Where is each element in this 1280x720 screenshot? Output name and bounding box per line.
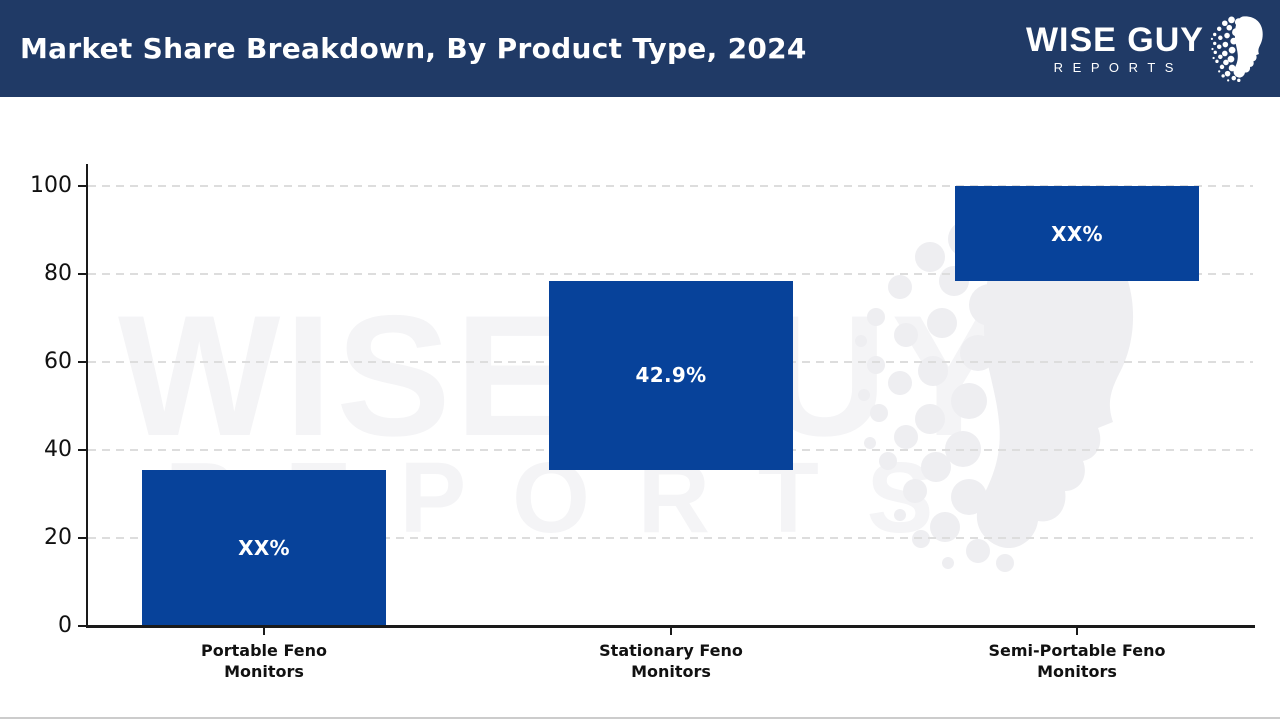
x-tick: [1076, 628, 1078, 635]
y-tick: [78, 625, 86, 627]
y-tick-label: 80: [44, 261, 72, 286]
x-tick: [263, 628, 265, 635]
y-tick-label: 40: [44, 437, 72, 462]
logo-wordmark: WISE GUY: [1025, 21, 1204, 59]
bar-value-label: 42.9%: [635, 363, 707, 388]
gridline-80: [88, 273, 1253, 275]
y-tick-label: 100: [30, 173, 72, 198]
x-axis-label-semi-portable-feno-monitors: Semi-Portable Feno Monitors: [907, 640, 1247, 682]
wiseguy-logo-face-icon: [1210, 15, 1263, 82]
wiseguy-logo-text: WISE GUY R E P O R T S: [1026, 23, 1204, 74]
chart-area: WISE GUY R E P O R T S XX% 42.9% XX% Por…: [0, 97, 1280, 718]
category-label-line: Semi-Portable Feno: [988, 641, 1166, 660]
category-label-line: Stationary Feno: [599, 641, 743, 660]
bar-portable-feno-monitors: XX%: [142, 469, 386, 626]
bar-value-label: XX%: [1051, 221, 1103, 246]
y-tick: [78, 537, 86, 539]
y-tick: [78, 185, 86, 187]
y-tick: [78, 449, 86, 451]
gridline-100: [88, 185, 1253, 187]
x-axis-line: [86, 625, 1255, 628]
bottom-rule: [0, 717, 1280, 719]
y-tick-label: 60: [44, 349, 72, 374]
gridline-20: [88, 537, 1253, 539]
logo-subtitle: R E P O R T S: [1053, 60, 1177, 75]
bar-value-label: XX%: [238, 535, 290, 560]
page-title: Market Share Breakdown, By Product Type,…: [20, 32, 807, 65]
y-tick: [78, 361, 86, 363]
y-tick-label: 0: [58, 613, 72, 638]
x-tick: [670, 628, 672, 635]
bar-stationary-feno-monitors: 42.9%: [549, 281, 793, 470]
x-axis-label-stationary-feno-monitors: Stationary Feno Monitors: [501, 640, 841, 682]
bar-semi-portable-feno-monitors: XX%: [955, 186, 1199, 282]
x-axis-label-portable-feno-monitors: Portable Feno Monitors: [94, 640, 434, 682]
y-tick: [78, 273, 86, 275]
y-tick-label: 20: [44, 525, 72, 550]
category-label-line: Monitors: [1037, 662, 1117, 681]
category-label-line: Monitors: [224, 662, 304, 681]
wiseguy-logo: WISE GUY R E P O R T S: [1026, 15, 1264, 83]
y-axis-line: [86, 164, 88, 628]
category-label-line: Monitors: [631, 662, 711, 681]
category-label-line: Portable Feno: [201, 641, 327, 660]
header: Market Share Breakdown, By Product Type,…: [0, 0, 1280, 97]
